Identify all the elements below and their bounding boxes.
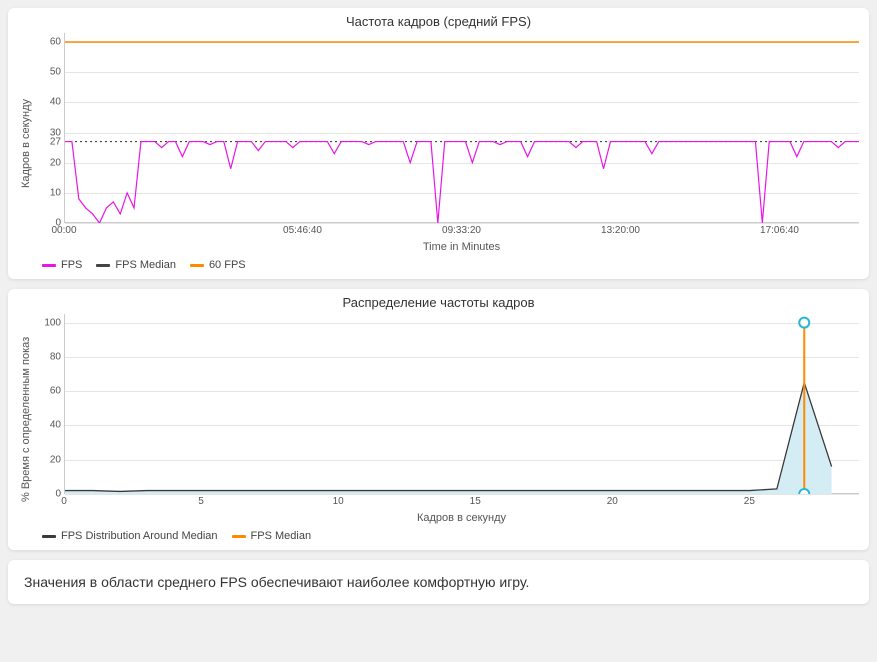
chart2-wrap: % Время с определенным показ 02040608010… [18, 314, 859, 524]
chart1-xaxis: 00:0005:46:4009:33:2013:20:0017:06:40 [64, 225, 859, 239]
legend-median: FPS Median [96, 259, 176, 271]
chart1-wrap: Кадров в секунду 010202730405060 00:0005… [18, 33, 859, 253]
chart2-legend: FPS Distribution Around Median FPS Media… [18, 530, 859, 542]
swatch-fps [42, 264, 56, 267]
legend-median2: FPS Median [232, 530, 312, 542]
fps-chart-card: Частота кадров (средний FPS) Кадров в се… [8, 8, 869, 279]
legend-dist: FPS Distribution Around Median [42, 530, 218, 542]
legend-median2-label: FPS Median [251, 530, 312, 542]
swatch-median2 [232, 535, 246, 538]
chart1-xlabel: Time in Minutes [64, 241, 859, 253]
chart2-xlabel: Кадров в секунду [64, 512, 859, 524]
swatch-60fps [190, 264, 204, 267]
chart1-title: Частота кадров (средний FPS) [18, 14, 859, 29]
swatch-dist [42, 535, 56, 538]
legend-median-label: FPS Median [115, 259, 176, 271]
distribution-chart-card: Распределение частоты кадров % Время с о… [8, 289, 869, 550]
legend-fps: FPS [42, 259, 82, 271]
legend-fps-label: FPS [61, 259, 82, 271]
chart1-ylabel: Кадров в секунду [18, 33, 34, 253]
legend-60fps: 60 FPS [190, 259, 246, 271]
legend-60fps-label: 60 FPS [209, 259, 246, 271]
legend-dist-label: FPS Distribution Around Median [61, 530, 218, 542]
chart1-plot-col: 010202730405060 00:0005:46:4009:33:2013:… [64, 33, 859, 253]
note-card: Значения в области среднего FPS обеспечи… [8, 560, 869, 604]
chart1-legend: FPS FPS Median 60 FPS [18, 259, 859, 271]
chart2-xaxis: 0510152025 [64, 496, 859, 510]
swatch-median [96, 264, 110, 267]
note-text: Значения в области среднего FPS обеспечи… [24, 574, 529, 590]
chart1-plot: 010202730405060 [64, 33, 859, 223]
chart2-title: Распределение частоты кадров [18, 295, 859, 310]
chart2-ylabel: % Время с определенным показ [18, 314, 34, 524]
chart2-plot: 020406080100 [64, 314, 859, 494]
chart2-plot-col: 020406080100 0510152025 Кадров в секунду [64, 314, 859, 524]
